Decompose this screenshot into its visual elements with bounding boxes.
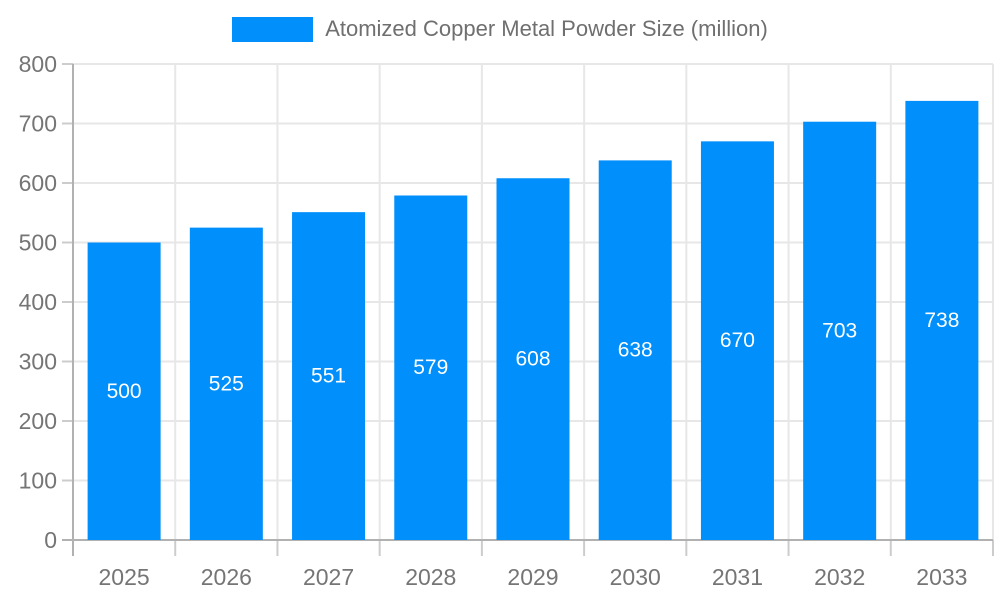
bar-2025[interactable] xyxy=(87,242,161,541)
bar-2029[interactable] xyxy=(496,178,570,541)
legend-label: Atomized Copper Metal Powder Size (milli… xyxy=(325,16,768,41)
y-axis-label: 100 xyxy=(19,468,57,494)
bar-value-label: 638 xyxy=(618,339,653,362)
bar-2027[interactable] xyxy=(292,212,366,540)
x-axis-label: 2033 xyxy=(916,564,967,590)
y-axis-label: 700 xyxy=(19,111,57,137)
y-axis-label: 400 xyxy=(19,289,57,315)
y-axis-label: 0 xyxy=(44,527,57,553)
x-axis-label: 2031 xyxy=(712,564,763,590)
bar-2032[interactable] xyxy=(803,121,877,540)
x-axis-label: 2026 xyxy=(201,564,252,590)
bar-2028[interactable] xyxy=(394,195,468,540)
bar-2031[interactable] xyxy=(700,141,774,540)
bar-value-label: 525 xyxy=(209,372,244,395)
x-axis-label: 2032 xyxy=(814,564,865,590)
x-axis-label: 2030 xyxy=(610,564,661,590)
x-axis-label: 2029 xyxy=(507,564,558,590)
y-axis-label: 800 xyxy=(19,51,57,77)
bar-value-label: 703 xyxy=(822,319,857,342)
y-axis-label: 600 xyxy=(19,170,57,196)
bar-2030[interactable] xyxy=(598,160,672,540)
bar-value-label: 579 xyxy=(413,356,448,379)
x-axis-label: 2025 xyxy=(99,564,150,590)
legend-swatch xyxy=(232,16,314,42)
y-axis-label: 300 xyxy=(19,349,57,375)
x-axis-label: 2027 xyxy=(303,564,354,590)
legend[interactable]: Atomized Copper Metal Powder Size (milli… xyxy=(0,12,1000,46)
y-axis-label: 500 xyxy=(19,230,57,256)
bar-value-label: 500 xyxy=(107,380,142,403)
bar-value-label: 608 xyxy=(515,348,550,371)
bar-2026[interactable] xyxy=(189,227,263,540)
y-axis-label: 200 xyxy=(19,408,57,434)
bar-value-label: 738 xyxy=(924,309,959,332)
bar-2033[interactable] xyxy=(905,100,979,540)
bar-value-label: 551 xyxy=(311,365,346,388)
x-axis-label: 2028 xyxy=(405,564,456,590)
bar-value-label: 670 xyxy=(720,329,755,352)
